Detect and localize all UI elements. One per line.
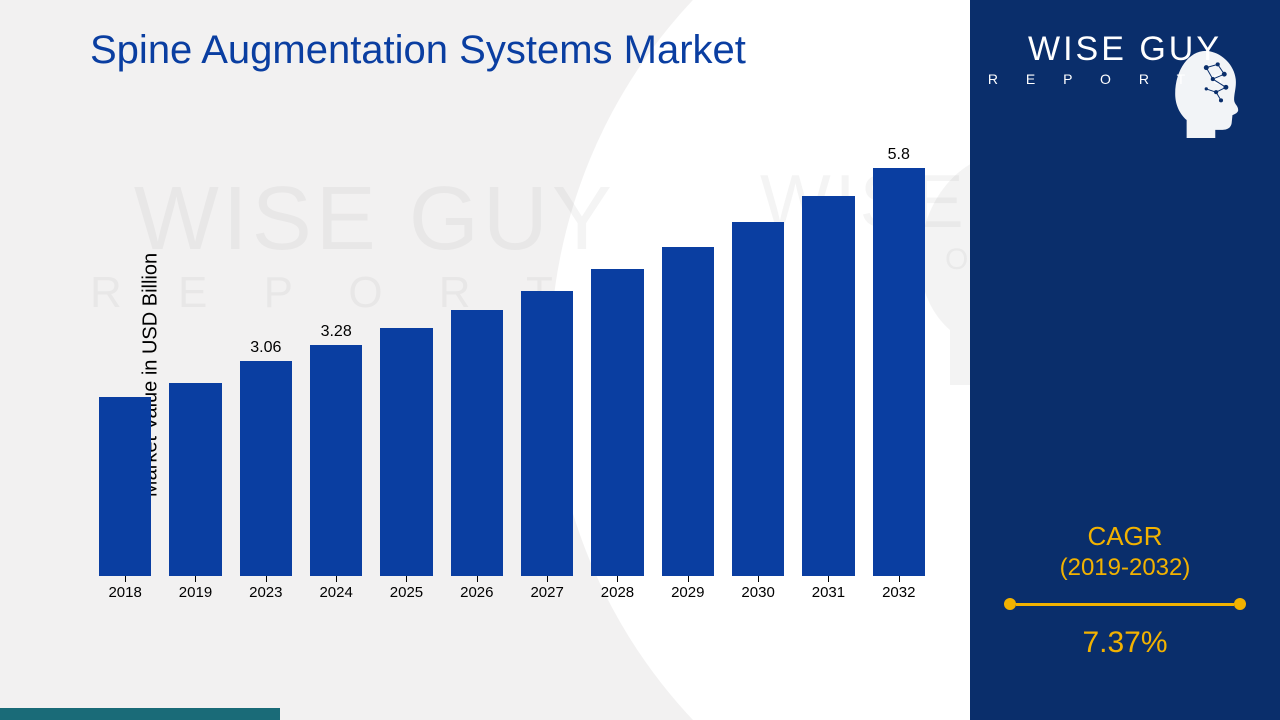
bar [873, 168, 925, 576]
bar-wrap: 3.28 [310, 140, 362, 576]
bar-wrap [521, 140, 573, 576]
x-axis: 2018 2019 2023 2024 2025 2026 2027 2028 2029 2030… [99, 576, 925, 610]
dot-icon [1004, 598, 1016, 610]
bar [310, 345, 362, 576]
bar-wrap [99, 140, 151, 576]
x-tick: 2019 [169, 576, 221, 610]
x-tick: 2030 [732, 576, 784, 610]
bar-chart: Market Value in USD Billion 3.063.285.8 … [85, 140, 925, 610]
bar-wrap [451, 140, 503, 576]
x-tick: 2018 [99, 576, 151, 610]
plot-area: 3.06 3.28 5.8 [99, 140, 925, 576]
line-segment [1016, 603, 1234, 606]
logo-head-icon [1161, 48, 1245, 138]
x-tick: 2024 [310, 576, 362, 610]
bar-wrap: 3.06 [240, 140, 292, 576]
bar [380, 328, 432, 576]
bar [662, 247, 714, 576]
bar-wrap [169, 140, 221, 576]
bar [240, 361, 292, 576]
data-label: 5.8 [888, 146, 910, 164]
brand-logo: WISE GUY R E P O R T S [995, 30, 1255, 89]
chart-title: Spine Augmentation Systems Market [90, 28, 746, 73]
bar [99, 397, 151, 576]
cagr-separator [1004, 598, 1246, 610]
bar-wrap [591, 140, 643, 576]
x-tick: 2023 [240, 576, 292, 610]
cagr-block: CAGR (2019-2032) 7.37% [970, 521, 1280, 660]
cagr-label: CAGR [970, 521, 1280, 552]
x-tick: 2029 [662, 576, 714, 610]
chart-canvas: WISE GUY R E P O R T S WISE GUY R E P O … [0, 0, 1280, 720]
bar [802, 196, 854, 576]
x-tick: 2032 [873, 576, 925, 610]
x-tick: 2031 [802, 576, 854, 610]
dot-icon [1234, 598, 1246, 610]
bar-wrap: 5.8 [873, 140, 925, 576]
bar [169, 383, 221, 576]
bar-wrap [732, 140, 784, 576]
x-tick: 2026 [451, 576, 503, 610]
footer-accent-bar [0, 708, 280, 720]
bar [591, 269, 643, 576]
data-label: 3.06 [250, 339, 281, 357]
x-tick: 2027 [521, 576, 573, 610]
bar-wrap [802, 140, 854, 576]
cagr-value: 7.37% [970, 626, 1280, 660]
cagr-range: (2019-2032) [970, 554, 1280, 582]
bar [451, 310, 503, 576]
right-panel: WISE GUY R E P O R T S CAGR (2019-2032) … [970, 0, 1280, 720]
bar [732, 222, 784, 576]
data-label: 3.28 [321, 323, 352, 341]
bar-wrap [380, 140, 432, 576]
bar-wrap [662, 140, 714, 576]
x-tick: 2028 [591, 576, 643, 610]
x-tick: 2025 [380, 576, 432, 610]
bar [521, 291, 573, 577]
